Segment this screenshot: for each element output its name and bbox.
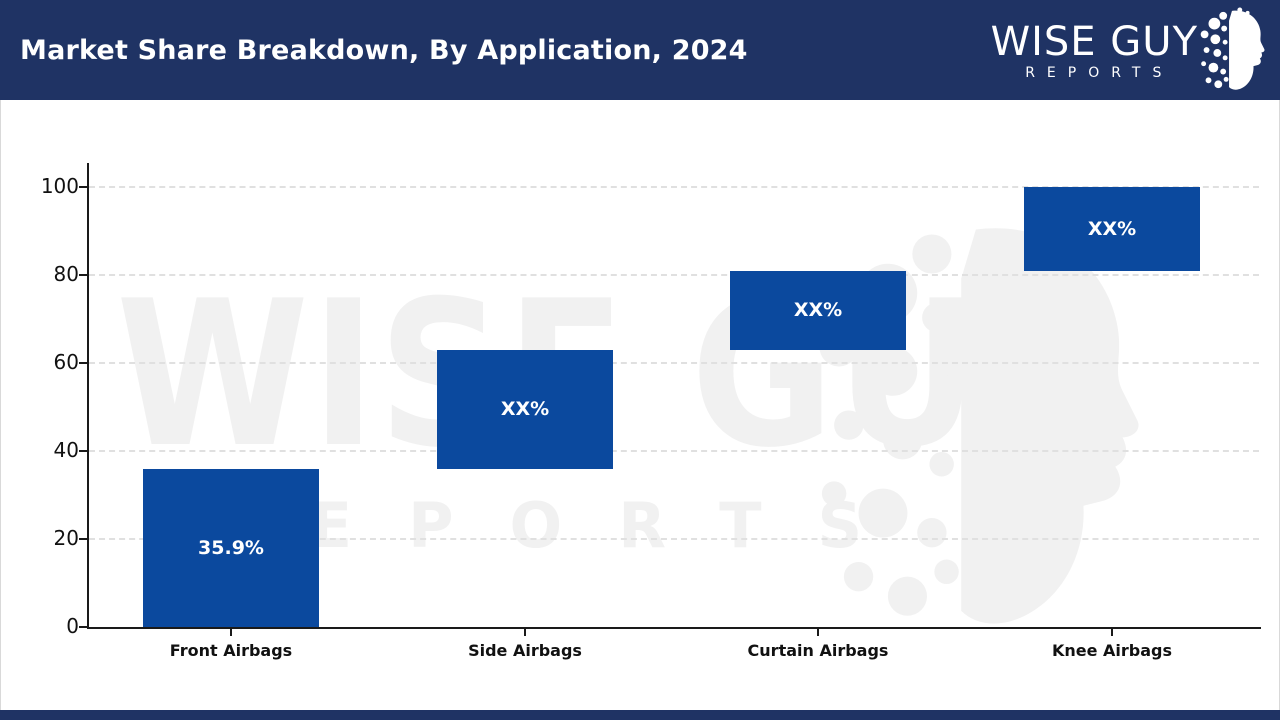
bar-knee-airbags: XX% [1024, 187, 1200, 271]
logo-wordmark: WISE GUY [990, 18, 1198, 65]
category-label-0: Front Airbags [169, 641, 293, 660]
y-tick-mark-80 [79, 274, 87, 276]
gridline-40 [89, 450, 1259, 452]
gridline-100 [89, 186, 1259, 188]
y-tick-label-60: 60 [53, 350, 79, 374]
bar-value-label: 35.9% [198, 537, 264, 559]
y-tick-mark-0 [79, 626, 87, 628]
logo-subtext: REPORTS [1025, 64, 1174, 81]
bar-value-label: XX% [1087, 217, 1137, 240]
x-axis-line [87, 627, 1261, 629]
category-label-1: Side Airbags [468, 641, 582, 660]
y-tick-label-0: 0 [66, 614, 79, 638]
bar-value-label: XX% [500, 398, 550, 421]
x-tick-mark-1 [524, 629, 526, 636]
footer-bar [0, 710, 1280, 720]
chart-area: WISE GUY REPORTS [0, 100, 1280, 710]
x-tick-mark-2 [817, 629, 819, 636]
y-tick-mark-40 [79, 450, 87, 452]
x-tick-mark-3 [1111, 629, 1113, 636]
dotted-head-icon [1200, 7, 1265, 90]
x-tick-mark-0 [230, 629, 232, 636]
page-title: Market Share Breakdown, By Application, … [20, 34, 748, 66]
gridline-60 [89, 362, 1259, 364]
y-tick-mark-60 [79, 362, 87, 364]
y-tick-mark-20 [79, 538, 87, 540]
wise-guy-logo: WISE GUY REPORTS [991, 6, 1270, 96]
y-tick-label-40: 40 [53, 438, 79, 462]
gridline-80 [89, 274, 1259, 276]
logo-text: WISE GUY REPORTS [991, 22, 1198, 81]
y-tick-label-20: 20 [53, 526, 79, 550]
gridline-20 [89, 538, 1259, 540]
y-axis-line [87, 163, 89, 629]
category-label-3: Knee Airbags [1051, 641, 1173, 660]
y-tick-label-100: 100 [40, 174, 79, 198]
bar-value-label: XX% [793, 299, 843, 322]
y-tick-mark-100 [79, 186, 87, 188]
plot-area: 0 20 40 60 80 100 35.9% Front Airbags XX% Side Ai… [1, 100, 1279, 710]
bar-front-airbags: 35.9% [143, 469, 319, 627]
bar-curtain-airbags: XX% [730, 270, 906, 350]
bar-side-airbags: XX% [437, 349, 613, 469]
y-tick-label-80: 80 [53, 262, 79, 286]
category-label-2: Curtain Airbags [747, 641, 889, 660]
header-bar: Market Share Breakdown, By Application, … [0, 0, 1280, 100]
